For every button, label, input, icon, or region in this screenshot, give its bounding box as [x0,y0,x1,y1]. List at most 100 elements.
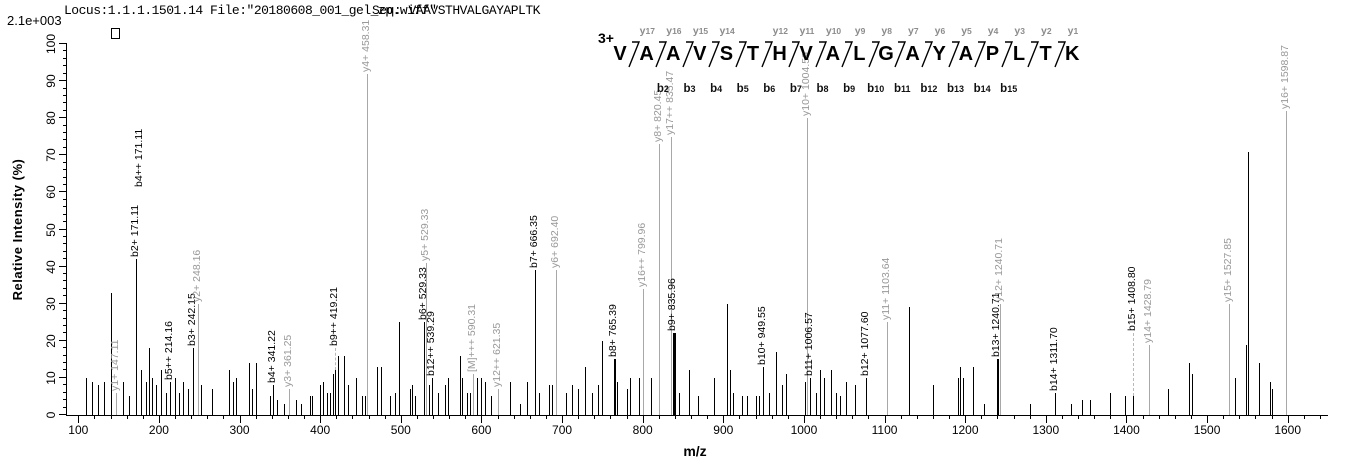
peak-y4 [366,73,368,415]
peak-y15 [1228,303,1230,415]
x-minor-tick [626,415,628,419]
residue-letter: A [639,43,654,65]
y-minor-tick [63,57,67,59]
peak-b11 [809,377,811,415]
y-minor-tick [63,258,67,260]
x-minor-tick [94,415,96,419]
label-connector [335,348,337,371]
peak-bar [320,385,322,415]
b-ion-label: b3 [683,83,696,95]
residue-letter: L [853,43,866,65]
peak-bar [629,377,631,415]
residue-letter: A [905,43,920,65]
x-minor-tick [868,415,870,419]
y-minor-tick [63,161,67,163]
residue-letter: H [772,43,787,65]
peak-bar [1110,392,1112,415]
peak-y2-label: y2+ 248.16 [190,249,203,302]
peak-b3 [192,348,194,415]
residue-letter: V [613,43,627,65]
cleavage-mark-icon [733,38,748,74]
x-minor-tick [513,415,515,419]
cleavage-mark-icon [813,38,828,74]
x-minor-tick [336,415,338,419]
peak-bar [755,396,757,415]
b-ion-label: b5 [736,83,749,95]
y-minor-tick [63,406,67,408]
peak-b10-label: b10+ 949.55 [755,306,768,365]
y-minor-tick [63,183,67,185]
plot-area[interactable]: 100 200 300 400 500 600 700 800 900 1000 1100 1200 1… [44,19,1328,437]
peak-bar [1235,377,1237,415]
peak-y4-label: y4+ 458.31 [359,19,372,72]
x-tick [400,415,402,423]
y-tick-label: 30 [44,297,58,311]
peak-y2 [197,303,199,415]
y-minor-tick [63,391,67,393]
y-minor-tick [63,295,67,297]
x-minor-tick [836,415,838,419]
x-minor-tick [820,415,822,419]
peak-bar [445,385,447,415]
peak-bar [300,403,302,415]
cleavage-mark-icon [759,38,774,74]
x-minor-tick [175,415,177,419]
peak-b15-label: b15+ 1408.80 [1125,266,1138,332]
peak-bar [549,385,551,415]
peak-b12-label: b12+ 1077.60 [859,311,871,376]
x-minor-tick [545,415,547,419]
x-tick-label: 1200 [951,423,979,437]
y-tick-label: 0 [44,411,58,419]
peak-bar [412,385,414,415]
peak-bar [364,396,366,415]
peak-b4 [272,385,274,415]
y-minor-tick [63,102,67,104]
peak-bar [460,355,462,415]
peak-bar [824,377,826,415]
x-minor-tick [1029,415,1031,419]
peak-bar [295,400,297,415]
y-tick [59,43,67,44]
peak-bar [566,392,568,415]
peak-bar [820,370,822,415]
peak-b5-label: b5++ 214.16 [163,320,176,380]
peak-b9-label: b9++ 419.21 [328,287,341,347]
y-ion-label: y5 [961,25,972,37]
y-minor-tick [63,176,67,178]
peak-bar [1271,389,1273,415]
peak-bar [741,396,743,415]
x-minor-tick [384,415,386,419]
peak-bar [627,389,629,415]
peak-b9 [335,370,337,415]
peak-y14-label: y14+ 1428.79 [1142,278,1154,343]
x-minor-tick [578,415,580,419]
x-tick-label: 400 [310,423,331,437]
peak-y12 [498,389,500,415]
peak-bar [380,366,382,415]
x-minor-tick [900,415,902,419]
peak-bar [983,403,985,415]
y-minor-tick [63,235,67,237]
residue-letter: S [719,43,734,65]
peak-bar [908,307,910,415]
cleavage-mark-icon [972,38,987,74]
x-axis-title: m/z [683,443,707,459]
y-ion-label: y3 [1014,25,1025,37]
peak-bar [597,385,599,415]
x-minor-tick [949,415,951,419]
x-tick [320,415,322,423]
peak-b9-label: b9+ 835.96 [665,278,678,332]
peak-bar [200,385,202,415]
y-minor-tick [63,362,67,364]
peak-bar [86,377,88,415]
peak-bar [782,385,784,415]
x-tick-label: 600 [471,423,492,437]
peak-bar [729,370,731,415]
y-tick-label: 90 [44,74,58,88]
x-tick [481,415,483,423]
residue-letter: V [799,43,813,65]
y-minor-tick [63,250,67,252]
peak-bar [129,396,131,415]
label-connector [1132,333,1134,397]
x-minor-tick [416,415,418,419]
